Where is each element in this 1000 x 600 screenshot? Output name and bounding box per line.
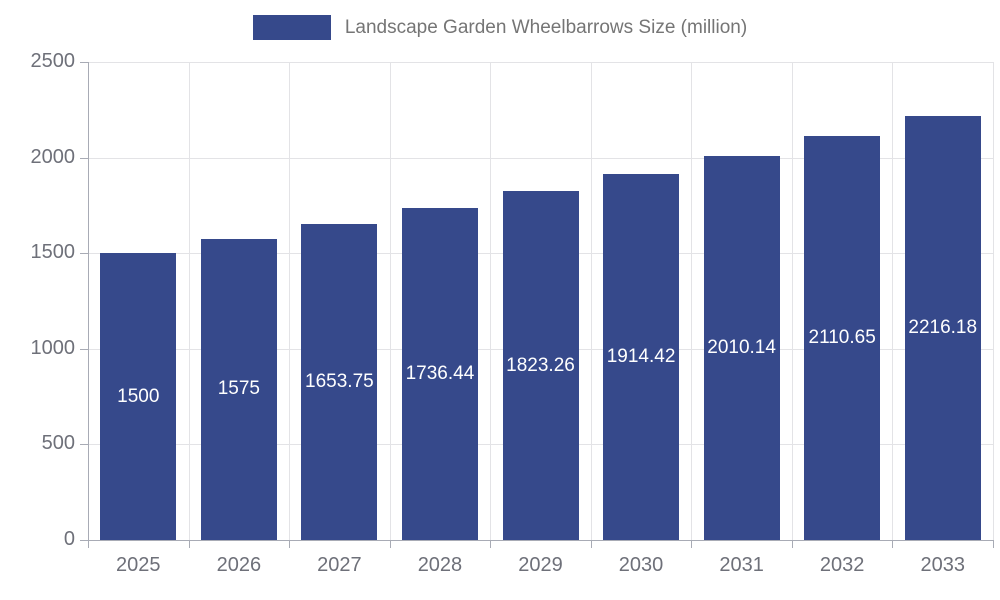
bar-2029[interactable] — [502, 191, 579, 540]
x-tick-label: 2027 — [317, 554, 362, 576]
bar-2025[interactable] — [100, 253, 177, 540]
x-gridline — [289, 62, 291, 540]
legend-swatch — [252, 15, 331, 40]
x-axis-tick — [590, 540, 592, 548]
x-gridline — [993, 62, 994, 540]
x-tick-label: 2029 — [518, 554, 563, 576]
x-tick-label: 2026 — [216, 554, 262, 576]
x-axis-tick — [791, 540, 793, 548]
y-axis-tick — [80, 253, 88, 255]
x-axis-tick — [490, 540, 492, 548]
bar-2026[interactable] — [200, 238, 277, 540]
x-axis-tick — [289, 540, 291, 548]
y-tick-label: 1000 — [30, 336, 76, 359]
x-gridline — [490, 62, 492, 540]
bar-2028[interactable] — [401, 207, 478, 540]
x-tick-label: 2033 — [920, 554, 965, 576]
bar-2027[interactable] — [301, 223, 378, 540]
x-tick-label: 2025 — [116, 554, 161, 576]
x-gridline — [389, 62, 391, 540]
x-axis-tick — [993, 540, 994, 548]
y-tick-label: 2500 — [30, 50, 76, 73]
bar-2030[interactable] — [603, 173, 680, 540]
bar-2033[interactable] — [904, 116, 981, 540]
x-gridline — [791, 62, 793, 540]
bar-2031[interactable] — [703, 155, 780, 540]
x-tick-label: 2028 — [417, 554, 463, 576]
x-axis-tick — [188, 540, 190, 548]
y-gridline — [88, 62, 993, 63]
legend-item[interactable]: Landscape Garden Wheelbarrows Size (mill… — [0, 15, 1000, 40]
x-gridline — [892, 62, 894, 540]
y-tick-label: 1500 — [30, 241, 76, 264]
y-tick-label: 2000 — [30, 145, 76, 168]
y-gridline — [88, 157, 993, 159]
x-gridline — [590, 62, 592, 540]
y-axis-tick — [80, 444, 88, 446]
x-gridline — [691, 62, 693, 540]
y-tick-label: 0 — [63, 528, 75, 551]
x-axis-line — [80, 540, 993, 541]
bar-2032[interactable] — [804, 136, 881, 540]
x-tick-label: 2030 — [618, 554, 664, 576]
x-axis-tick — [88, 540, 89, 548]
x-tick-label: 2032 — [819, 554, 865, 576]
y-tick-label: 500 — [41, 432, 75, 455]
y-axis-tick — [80, 157, 88, 159]
y-axis-tick — [80, 348, 88, 350]
legend-label: Landscape Garden Wheelbarrows Size (mill… — [344, 16, 748, 38]
x-axis-tick — [389, 540, 391, 548]
x-tick-label: 2031 — [719, 554, 764, 576]
y-axis-tick — [80, 62, 88, 63]
y-axis-line — [88, 62, 89, 540]
x-axis-tick — [691, 540, 693, 548]
x-gridline — [188, 62, 190, 540]
x-axis-tick — [892, 540, 894, 548]
